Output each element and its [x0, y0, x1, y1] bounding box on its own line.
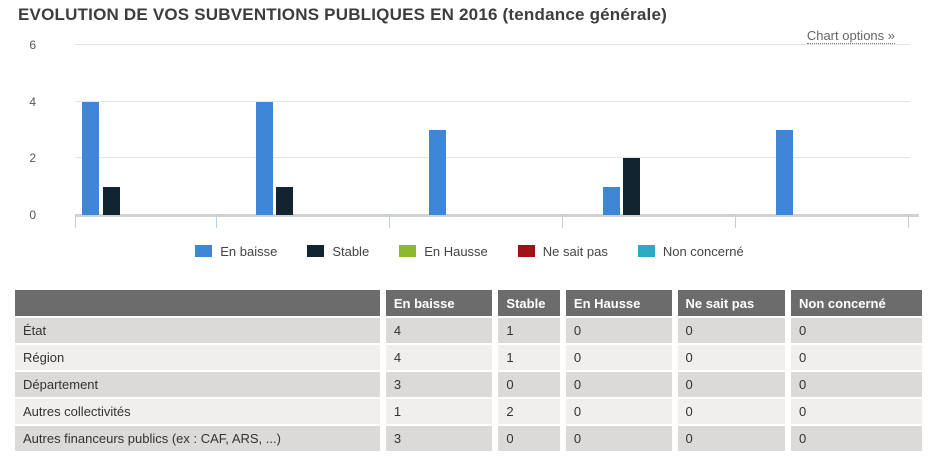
cell-value: 1 [492, 316, 560, 343]
table-header-en-baisse: En baisse [379, 290, 493, 316]
legend-swatch-en-hausse [399, 245, 417, 257]
table-header-non-concerné: Non concerné [785, 290, 922, 316]
row-label: Département [15, 370, 380, 397]
table-row: Autres financeurs publics (ex : CAF, ARS… [15, 424, 922, 451]
cell-value: 1 [379, 397, 493, 424]
y-axis-tick-label: 4 [29, 94, 36, 109]
bar-en-baisse-région[interactable] [256, 102, 273, 215]
cell-value: 0 [785, 397, 922, 424]
cell-value: 0 [785, 424, 922, 451]
cell-value: 3 [379, 424, 493, 451]
legend-item-en-baisse[interactable]: En baisse [195, 244, 277, 259]
legend-swatch-stable [307, 245, 325, 257]
table-row: Région 4 1 0 0 0 [15, 343, 922, 370]
page-title: EVOLUTION DE VOS SUBVENTIONS PUBLIQUES E… [18, 5, 667, 24]
row-label: Région [15, 343, 380, 370]
bar-en-baisse-autres-financeurs-publics-(ex-:-caf,-ars,-...)[interactable] [776, 130, 793, 215]
bar-en-baisse-autres-collectivités[interactable] [603, 187, 620, 215]
table-row: Autres collectivités 1 2 0 0 0 [15, 397, 922, 424]
legend-label: En baisse [220, 243, 278, 259]
legend-label: Non concerné [662, 243, 744, 259]
cell-value: 0 [671, 370, 786, 397]
table-row: Département 3 0 0 0 0 [15, 370, 922, 397]
legend-item-ne-sait-pas[interactable]: Ne sait pas [517, 243, 608, 259]
cell-value: 0 [492, 424, 560, 451]
cell-value: 3 [379, 370, 493, 397]
bar-en-baisse-état[interactable] [82, 102, 99, 215]
legend-item-stable[interactable]: Stable [307, 244, 369, 259]
y-gridline [75, 100, 910, 102]
bar-chart: 0 2 4 6 [0, 0, 939, 232]
cell-value: 0 [492, 370, 560, 397]
cell-value: 2 [492, 397, 560, 424]
cell-value: 0 [559, 316, 672, 343]
cell-value: 0 [785, 370, 922, 397]
row-label: Autres collectivités [15, 397, 380, 424]
cell-value: 0 [559, 397, 672, 424]
table-row: État 4 1 0 0 0 [15, 316, 922, 343]
cell-value: 4 [379, 343, 493, 370]
cell-value: 0 [559, 370, 672, 397]
x-axis-tick [389, 215, 390, 228]
cell-value: 0 [559, 343, 672, 370]
legend-swatch-en-baisse [195, 245, 213, 257]
row-label: État [15, 316, 380, 343]
legend-swatch-non-concerné [637, 245, 655, 257]
legend-label: Stable [332, 243, 370, 259]
cell-value: 4 [379, 316, 493, 343]
row-label: Autres financeurs publics (ex : CAF, ARS… [15, 424, 380, 451]
legend-item-en-hausse[interactable]: En Hausse [399, 244, 488, 259]
table-header: En baisse Stable En Hausse Ne sait pas Non c… [15, 290, 922, 316]
table-header-ne-sait-pas: Ne sait pas [671, 290, 786, 316]
cell-value: 0 [671, 316, 786, 343]
x-axis-tick [562, 215, 563, 228]
x-axis-tick [216, 215, 217, 228]
y-axis-tick-label: 0 [29, 208, 36, 222]
y-gridline [75, 44, 910, 45]
cell-value: 0 [785, 343, 922, 370]
table-header-empty [15, 290, 380, 316]
y-axis-tick-label: 2 [29, 151, 36, 166]
cell-value: 0 [559, 424, 672, 451]
cell-value: 0 [671, 343, 786, 370]
x-axis-baseline [75, 214, 919, 217]
legend-label: Ne sait pas [542, 243, 608, 259]
x-axis-tick [908, 215, 909, 228]
y-gridline [75, 157, 910, 159]
legend-label: En Hausse [424, 243, 488, 259]
table-header-row: En baisse Stable En Hausse Ne sait pas Non c… [15, 290, 922, 316]
cell-value: 0 [671, 424, 786, 451]
bar-stable-état[interactable] [103, 187, 120, 215]
table-header-stable: Stable [492, 290, 560, 316]
legend-swatch-ne-sait-pas [517, 245, 535, 257]
cell-value: 0 [785, 316, 922, 343]
chart-options-link[interactable]: Chart options » [806, 28, 895, 44]
cell-value: 1 [492, 343, 560, 370]
table-body: État 4 1 0 0 0 Région 4 1 0 0 0 Département 3 0 0 0 0 Autr… [15, 316, 922, 451]
x-axis-tick [75, 215, 76, 228]
y-axis-tick-label: 6 [29, 38, 36, 52]
results-table: En baisse Stable En Hausse Ne sait pas Non c… [15, 290, 922, 451]
bar-stable-autres-collectivités[interactable] [623, 158, 640, 215]
bar-stable-région[interactable] [276, 187, 293, 215]
cell-value: 0 [671, 397, 786, 424]
legend-item-non-concerné[interactable]: Non concerné [637, 243, 744, 259]
x-axis-tick [735, 215, 736, 228]
table-header-en-hausse: En Hausse [559, 290, 672, 316]
chart-legend: En baisse Stable En Hausse Ne sait pas Non c… [0, 240, 939, 262]
bar-en-baisse-département[interactable] [429, 130, 446, 215]
chart-plot-area [75, 44, 919, 228]
